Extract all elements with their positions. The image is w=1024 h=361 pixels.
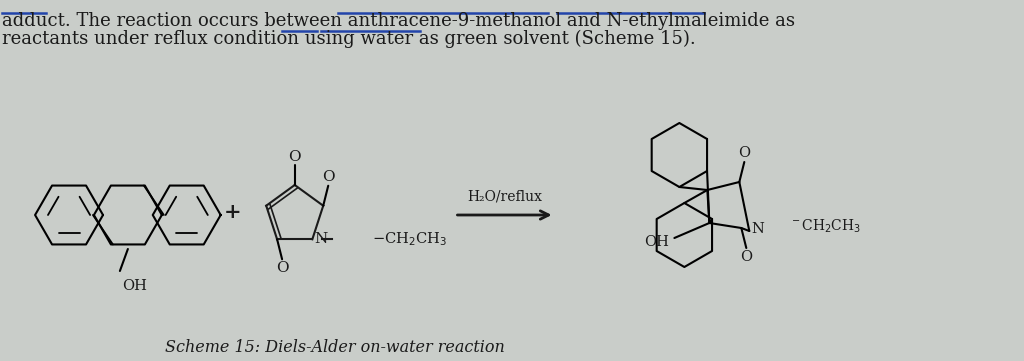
Text: OH: OH bbox=[122, 279, 146, 293]
Text: O: O bbox=[289, 150, 301, 164]
Text: O: O bbox=[322, 170, 335, 184]
Text: adduct. The reaction occurs between anthracene-9-methanol and N-ethylmaleimide a: adduct. The reaction occurs between anth… bbox=[2, 12, 795, 30]
Text: reactants under reflux condition using water as green solvent (Scheme 15).: reactants under reflux condition using w… bbox=[2, 30, 695, 48]
Text: O: O bbox=[275, 261, 289, 275]
Text: OH: OH bbox=[644, 235, 670, 249]
Text: $^-$CH$_2$CH$_3$: $^-$CH$_2$CH$_3$ bbox=[790, 217, 861, 235]
Text: N: N bbox=[314, 232, 328, 246]
Text: Scheme 15: Diels-Alder on-water reaction: Scheme 15: Diels-Alder on-water reaction bbox=[165, 339, 505, 357]
Text: N: N bbox=[752, 222, 764, 236]
Text: +: + bbox=[224, 202, 242, 222]
Text: O: O bbox=[738, 146, 751, 160]
Text: O: O bbox=[740, 250, 753, 264]
Text: $-$CH$_2$CH$_3$: $-$CH$_2$CH$_3$ bbox=[373, 230, 447, 248]
Text: H₂O/reflux: H₂O/reflux bbox=[467, 189, 542, 203]
